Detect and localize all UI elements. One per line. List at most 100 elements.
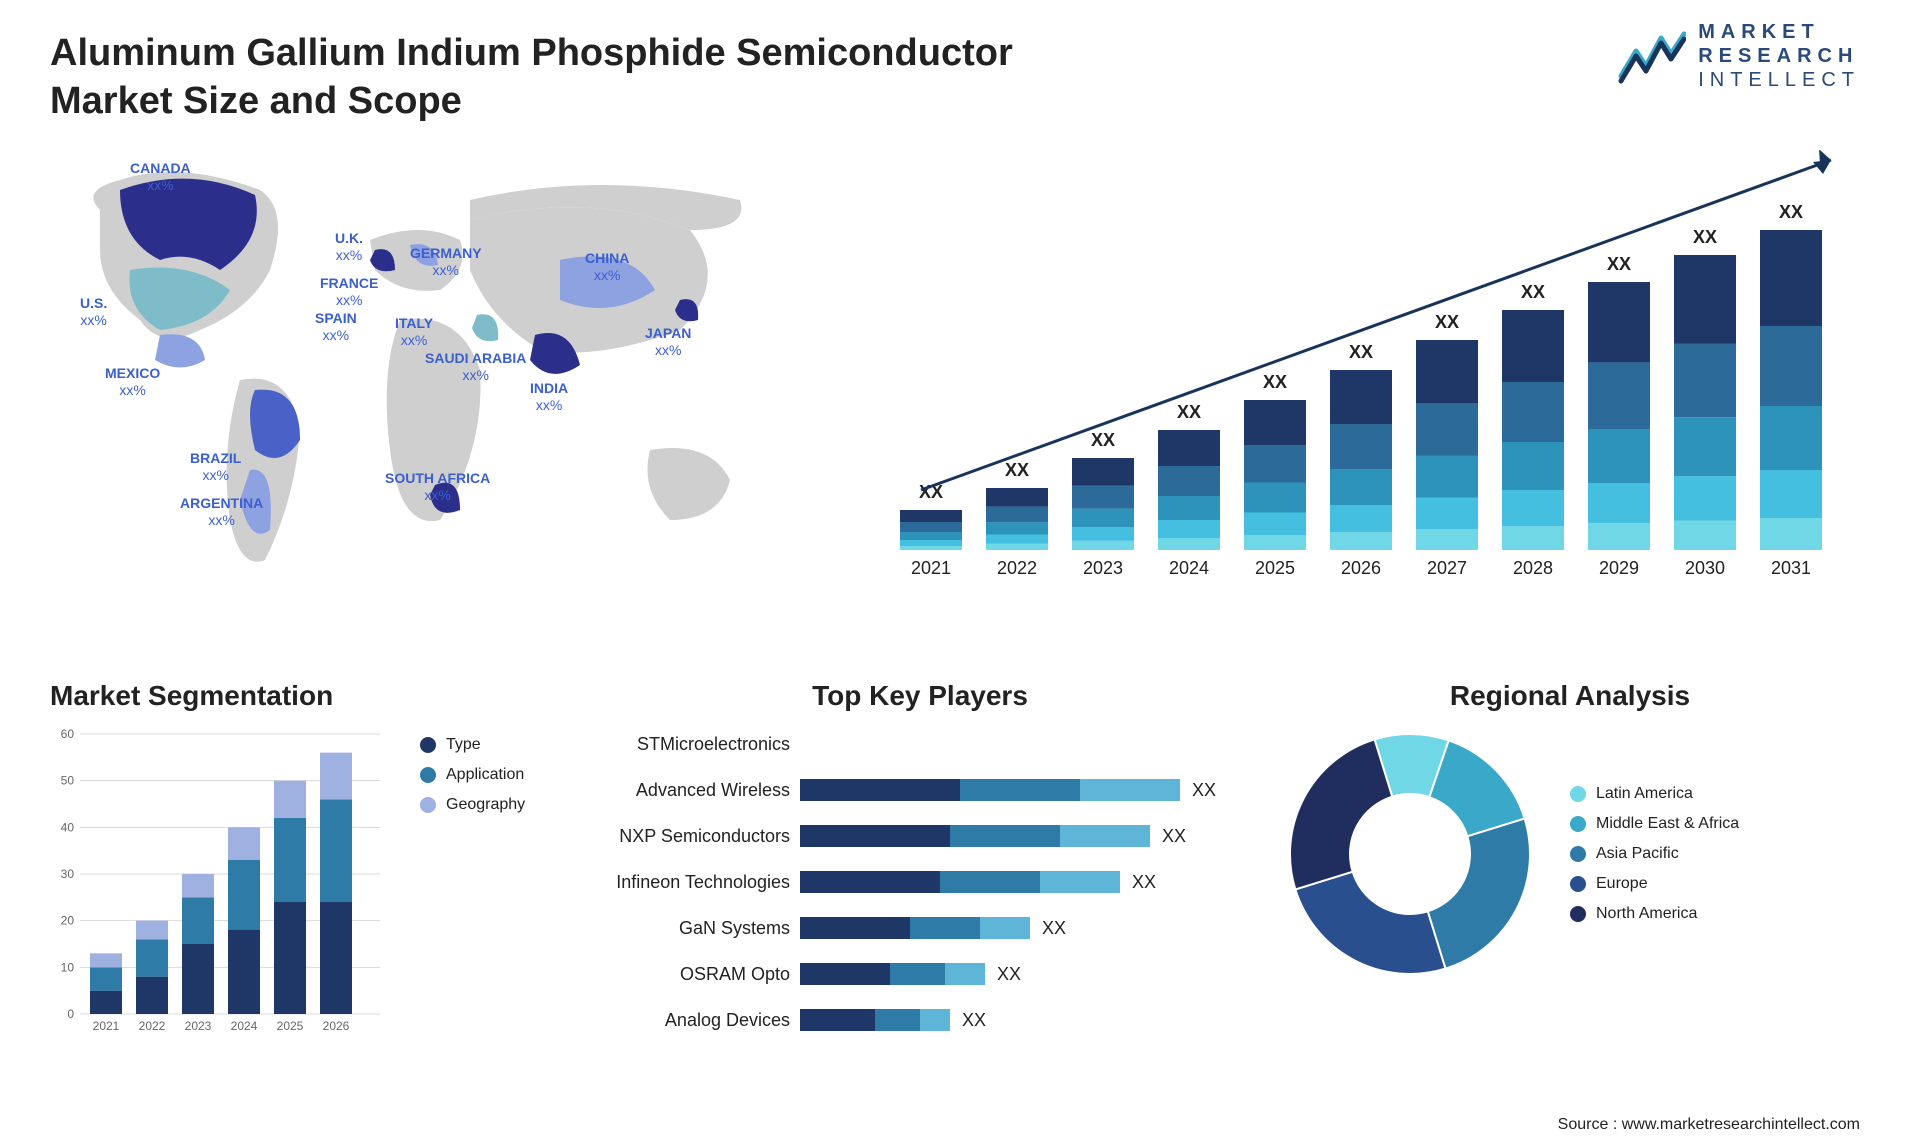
player-bar-segment: [890, 963, 945, 985]
legend-item: Type: [420, 736, 525, 754]
player-value: XX: [1162, 826, 1186, 847]
svg-text:2026: 2026: [323, 1019, 350, 1033]
country-label: FRANCExx%: [320, 275, 378, 309]
key-players-panel: Top Key Players STMicroelectronics Advanc…: [600, 680, 1240, 1046]
player-label: Infineon Technologies: [600, 872, 800, 893]
market-size-chart: XX2021XX2022XX2023XX2024XX2025XX2026XX20…: [880, 150, 1860, 590]
player-bar-segment: [800, 1009, 875, 1031]
player-row: OSRAM Opto XX: [600, 954, 1240, 994]
player-value: XX: [1042, 918, 1066, 939]
world-map: CANADAxx%U.S.xx%MEXICOxx%BRAZILxx%ARGENT…: [40, 150, 800, 590]
svg-text:20: 20: [61, 914, 75, 928]
player-row: Infineon Technologies XX: [600, 862, 1240, 902]
legend-label: Type: [446, 736, 481, 754]
country-label: INDIAxx%: [530, 380, 568, 414]
legend-label: Europe: [1596, 875, 1648, 893]
player-bar-segment: [945, 963, 985, 985]
legend-label: Application: [446, 766, 524, 784]
legend-item: Middle East & Africa: [1570, 815, 1739, 833]
legend-swatch: [1570, 816, 1586, 832]
svg-text:XX: XX: [1177, 402, 1201, 422]
source-text: Source : www.marketresearchintellect.com: [1558, 1116, 1860, 1134]
logo-text: MARKET RESEARCH INTELLECT: [1698, 20, 1860, 92]
player-bar-segment: [1040, 871, 1120, 893]
player-bar: [800, 917, 1030, 939]
player-bar-segment: [980, 917, 1030, 939]
player-bar-segment: [800, 871, 940, 893]
svg-text:XX: XX: [1263, 372, 1287, 392]
svg-text:0: 0: [67, 1007, 74, 1021]
brand-logo: MARKET RESEARCH INTELLECT: [1616, 20, 1860, 92]
svg-text:2022: 2022: [997, 558, 1037, 578]
svg-text:50: 50: [61, 774, 75, 788]
player-row: STMicroelectronics: [600, 724, 1240, 764]
svg-text:XX: XX: [1349, 342, 1373, 362]
player-bar-segment: [800, 963, 890, 985]
legend-swatch: [420, 767, 436, 783]
legend-label: Latin America: [1596, 785, 1693, 803]
legend-label: North America: [1596, 905, 1697, 923]
legend-label: Asia Pacific: [1596, 845, 1679, 863]
player-bar-segment: [950, 825, 1060, 847]
legend-item: Application: [420, 766, 525, 784]
player-bar-segment: [875, 1009, 920, 1031]
legend-item: North America: [1570, 905, 1739, 923]
country-label: U.K.xx%: [335, 230, 363, 264]
player-bar-segment: [920, 1009, 950, 1031]
player-bar-segment: [800, 779, 960, 801]
svg-text:60: 60: [61, 727, 75, 741]
svg-text:30: 30: [61, 867, 75, 881]
legend-item: Geography: [420, 796, 525, 814]
svg-text:2029: 2029: [1599, 558, 1639, 578]
players-title: Top Key Players: [600, 680, 1240, 712]
player-label: NXP Semiconductors: [600, 826, 800, 847]
player-bar-segment: [800, 825, 950, 847]
player-row: Analog DevicesXX: [600, 1000, 1240, 1040]
country-label: JAPANxx%: [645, 325, 691, 359]
svg-text:XX: XX: [1693, 227, 1717, 247]
player-bar: [800, 871, 1120, 893]
player-label: GaN Systems: [600, 918, 800, 939]
segmentation-chart: 0102030405060202120222023202420252026: [50, 724, 380, 1034]
player-bar-segment: [1080, 779, 1180, 801]
svg-text:2030: 2030: [1685, 558, 1725, 578]
segmentation-panel: Market Segmentation 01020304050602021202…: [50, 680, 570, 1034]
player-bar: [800, 779, 1180, 801]
player-bar-segment: [800, 917, 910, 939]
legend-swatch: [1570, 876, 1586, 892]
country-label: U.S.xx%: [80, 295, 107, 329]
player-label: OSRAM Opto: [600, 964, 800, 985]
svg-text:2024: 2024: [1169, 558, 1209, 578]
svg-text:2026: 2026: [1341, 558, 1381, 578]
player-row: NXP Semiconductors XX: [600, 816, 1240, 856]
players-chart: STMicroelectronicsAdvanced WirelessXXNXP…: [600, 724, 1240, 1040]
country-label: GERMANYxx%: [410, 245, 482, 279]
legend-swatch: [420, 797, 436, 813]
svg-text:10: 10: [61, 960, 75, 974]
player-bar-segment: [960, 779, 1080, 801]
svg-text:XX: XX: [1435, 312, 1459, 332]
segmentation-title: Market Segmentation: [50, 680, 570, 712]
legend-swatch: [1570, 846, 1586, 862]
country-label: CHINAxx%: [585, 250, 629, 284]
player-row: Advanced Wireless XX: [600, 770, 1240, 810]
player-value: XX: [1132, 872, 1156, 893]
player-bar-segment: [910, 917, 980, 939]
svg-text:2021: 2021: [93, 1019, 120, 1033]
svg-text:XX: XX: [1091, 430, 1115, 450]
country-label: BRAZILxx%: [190, 450, 241, 484]
svg-text:XX: XX: [1779, 202, 1803, 222]
country-label: SAUDI ARABIAxx%: [425, 350, 526, 384]
market-size-chart-svg: XX2021XX2022XX2023XX2024XX2025XX2026XX20…: [880, 150, 1860, 590]
svg-text:2025: 2025: [277, 1019, 304, 1033]
legend-item: Asia Pacific: [1570, 845, 1739, 863]
legend-swatch: [1570, 906, 1586, 922]
player-bar-segment: [1060, 825, 1150, 847]
country-label: ITALYxx%: [395, 315, 433, 349]
player-bar: [800, 825, 1150, 847]
player-label: Analog Devices: [600, 1010, 800, 1031]
player-label: Advanced Wireless: [600, 780, 800, 801]
player-value: XX: [1192, 780, 1216, 801]
player-value: XX: [997, 964, 1021, 985]
svg-text:2022: 2022: [139, 1019, 166, 1033]
